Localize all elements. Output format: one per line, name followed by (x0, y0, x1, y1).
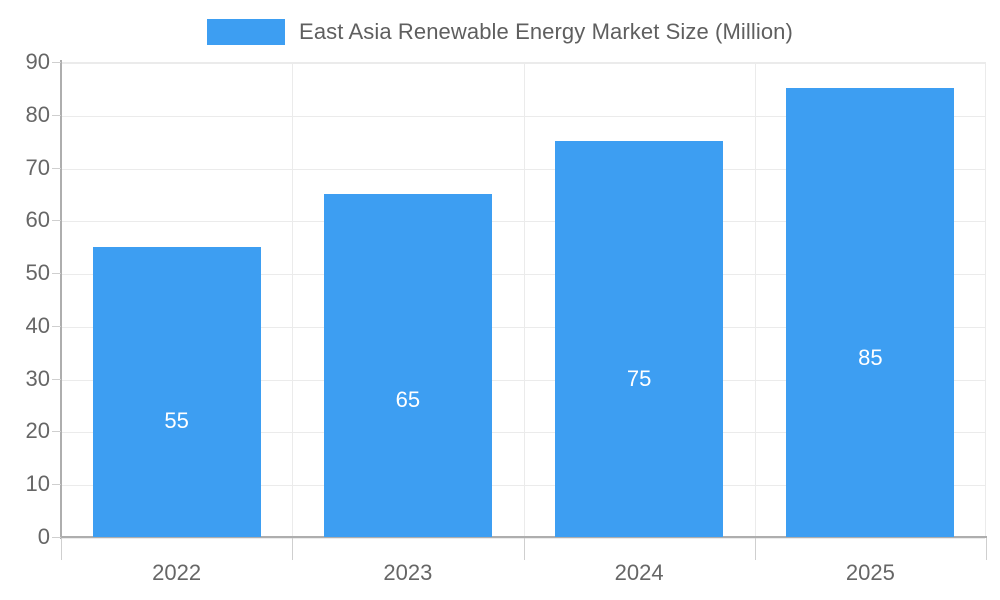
gridline-vertical (755, 63, 756, 537)
x-axis-line (60, 536, 987, 538)
y-axis-tick-mark (52, 273, 61, 275)
x-axis-tick-label: 2023 (383, 560, 433, 585)
y-axis-tick-mark (52, 325, 61, 327)
bar-value-label: 55 (164, 407, 189, 433)
x-axis-tick-mark (986, 538, 987, 560)
bar-value-label: 75 (626, 365, 652, 391)
bar-value-label: 65 (395, 386, 421, 412)
gridline-horizontal (61, 326, 985, 328)
y-axis-tick-mark (52, 62, 61, 63)
y-axis-tick-label: 40 (25, 312, 50, 338)
y-axis-tick-label: 50 (25, 260, 50, 286)
y-axis-ticks: 0 10 20 30 40 50 60 70 80 90 (0, 0, 50, 600)
bar-2022[interactable]: 55 (92, 246, 261, 537)
gridline-vertical (292, 63, 293, 537)
y-axis-tick-mark (52, 484, 61, 486)
y-axis-tick-mark (52, 537, 61, 538)
y-axis-tick-mark (52, 114, 61, 116)
gridline-vertical (524, 63, 525, 537)
y-axis-tick-label: 0 (37, 524, 50, 549)
x-axis-tick-mark (292, 538, 293, 560)
y-axis-tick-label: 10 (25, 471, 50, 497)
y-axis-line (60, 60, 62, 539)
y-axis-tick-mark (52, 431, 61, 433)
y-axis-tick-mark (52, 378, 61, 380)
y-axis-tick-label: 60 (25, 207, 50, 233)
y-axis-tick-mark (52, 220, 61, 222)
legend-color-swatch-icon (207, 19, 286, 45)
y-axis-tick-label: 70 (25, 154, 50, 180)
bar-2025[interactable]: 85 (786, 88, 955, 537)
x-axis-tick-label: 2024 (614, 560, 664, 585)
gridline-horizontal (61, 379, 985, 381)
y-axis-tick-label: 80 (25, 101, 50, 127)
y-axis-tick-mark (52, 167, 61, 169)
legend-item-east-asia[interactable]: East Asia Renewable Energy Market Size (… (207, 19, 793, 45)
bar-2023[interactable]: 65 (323, 193, 492, 537)
gridline-horizontal (61, 63, 985, 64)
gridline-horizontal (61, 221, 985, 223)
x-axis-tick-mark (61, 538, 62, 560)
x-axis-tick-mark (524, 538, 525, 560)
gridline-horizontal (61, 168, 985, 170)
gridline-horizontal (61, 485, 985, 487)
gridline-horizontal (61, 274, 985, 276)
plot-area (61, 62, 986, 539)
chart-legend: East Asia Renewable Energy Market Size (… (0, 14, 1000, 50)
y-axis-tick-label: 30 (25, 365, 50, 391)
bar-2024[interactable]: 75 (555, 141, 724, 537)
gridline-horizontal (61, 432, 985, 434)
gridline-horizontal (61, 538, 985, 539)
x-axis-tick-label: 2022 (152, 560, 202, 585)
y-axis-tick-label: 90 (25, 49, 50, 74)
legend-item-label: East Asia Renewable Energy Market Size (… (299, 19, 793, 44)
x-axis-tick-label: 2025 (845, 560, 895, 585)
y-axis-tick-label: 20 (25, 418, 50, 444)
x-axis-tick-mark (755, 538, 756, 560)
gridline-horizontal (61, 115, 985, 117)
bar-value-label: 85 (858, 344, 883, 370)
